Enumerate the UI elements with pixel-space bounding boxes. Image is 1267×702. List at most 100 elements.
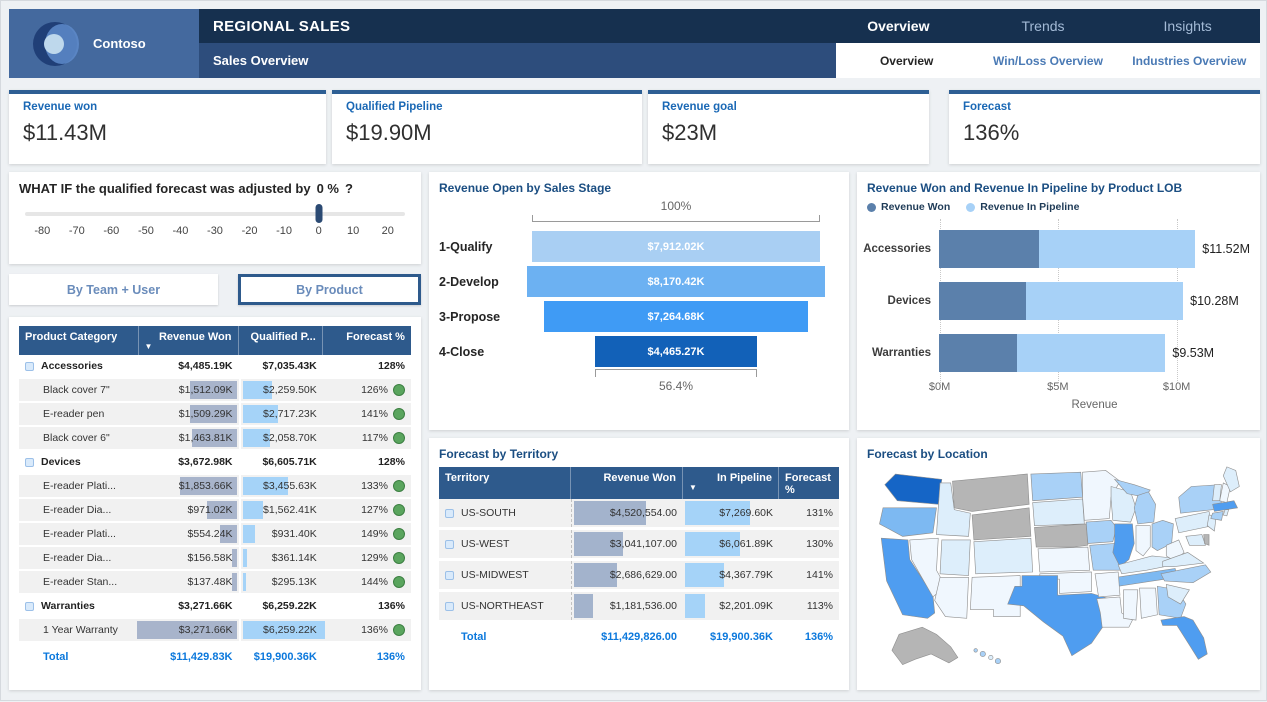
tab-overview[interactable]: Overview [867,18,930,34]
whatif-suffix: ? [345,181,353,196]
state-ak[interactable] [891,626,959,666]
status-green-icon [392,552,405,564]
state-hi[interactable] [994,658,1001,665]
table-row[interactable]: 1 Year Warranty $3,271.66K $6,259.22K 13… [19,619,411,643]
state-tx[interactable] [1007,575,1110,657]
state-mi[interactable] [1133,491,1156,525]
state-ca[interactable] [880,537,936,619]
table-row[interactable]: Accessories $4,485.19K $7,035.43K 128% [19,355,411,379]
whatif-slider[interactable] [25,204,405,223]
state-id[interactable] [936,482,971,537]
col-forecast-pct[interactable]: Forecast % [346,331,405,343]
state-ri[interactable] [1222,509,1230,517]
state-ia[interactable] [1085,520,1117,544]
state-ks[interactable] [1037,546,1091,573]
state-ms[interactable] [1123,589,1139,621]
expand-toggle-icon[interactable] [445,601,454,611]
kpi-label: Revenue won [23,101,98,113]
funnel-bottom-bracket: 56.4% [521,369,831,399]
state-in[interactable] [1135,525,1151,557]
state-nm[interactable] [969,575,1021,617]
table-row[interactable]: US-MIDWEST $2,686,629.00 $4,367.79K 141% [439,561,839,592]
expand-toggle-icon[interactable] [25,601,34,611]
state-ar[interactable] [1094,571,1121,598]
subtab-winloss-overview[interactable]: Win/Loss Overview [993,53,1103,68]
table-row[interactable]: US-SOUTH $4,520,554.00 $7,269.60K 131% [439,499,839,530]
funnel-bar[interactable]: $8,170.42K [527,266,825,297]
kpi-revenue-won: Revenue won $11.43M [9,90,326,164]
subtab-overview[interactable]: Overview [879,53,934,68]
by-product-button[interactable]: By Product [237,274,421,305]
state-wa[interactable] [884,473,943,505]
table-row[interactable]: US-NORTHEAST $1,181,536.00 $2,201.09K 11… [439,592,839,623]
col-forecast-pct[interactable]: Forecast % [785,472,831,496]
table-row[interactable]: E-reader Stan... $137.48K $295.13K 144% [19,571,411,595]
state-sc[interactable] [1165,584,1190,605]
state-az[interactable] [934,577,969,619]
state-hi[interactable] [988,654,994,661]
funnel-top-bracket: 100% [521,199,831,229]
subtab-industries-overview[interactable]: Industries Overview [1132,53,1247,68]
state-al[interactable] [1139,587,1158,619]
kpi-value: $23M [662,120,718,145]
state-mn[interactable] [1082,470,1121,521]
col-in-pipeline[interactable]: In Pipeline ▼ [683,467,779,499]
state-ct[interactable] [1210,511,1224,521]
expand-toggle-icon[interactable] [25,361,34,371]
state-co[interactable] [973,537,1033,575]
state-md[interactable] [1185,534,1206,546]
col-revenue-won[interactable]: Revenue Won ▼ [139,326,239,355]
state-la[interactable] [1096,596,1133,628]
funnel-bar[interactable]: $7,912.02K [532,231,820,262]
expand-toggle-icon[interactable] [445,539,454,549]
lob-category-labels: Accessories Devices Warranties [863,243,931,359]
table-row[interactable]: E-reader Plati... $554.24K $931.40K 149% [19,523,411,547]
expand-toggle-icon[interactable] [445,508,454,518]
table-row[interactable]: E-reader Dia... $156.58K $361.14K 129% [19,547,411,571]
col-qualified-pipeline[interactable]: Qualified P... [239,326,323,355]
col-product-category[interactable]: Product Category [19,326,139,355]
table-row[interactable]: US-WEST $3,041,107.00 $6,061.89K 130% [439,530,839,561]
top-tabs: Overview Trends Insights [826,9,1260,43]
state-nd[interactable] [1030,471,1083,502]
state-nc[interactable] [1160,564,1212,584]
state-fl[interactable] [1160,616,1208,660]
stacked-bar-warranties[interactable] [939,334,1166,372]
stacked-bar-accessories[interactable] [939,230,1196,268]
table-row[interactable]: Black cover 7" $1,512.09K $2,259.50K 126… [19,379,411,403]
view-toggle-buttons: By Team + User By Product [9,274,421,305]
by-team-user-button[interactable]: By Team + User [9,274,218,305]
state-pa[interactable] [1174,511,1213,534]
table-row[interactable]: Black cover 6" $1,463.81K $2,058.70K 117… [19,427,411,451]
state-de[interactable] [1203,534,1210,546]
whatif-slider-handle[interactable] [315,204,323,223]
state-me[interactable] [1222,466,1240,493]
table-row[interactable]: Warranties $3,271.66K $6,259.22K 136% [19,595,411,619]
state-va[interactable] [1162,552,1205,567]
stacked-bar-devices[interactable] [939,282,1184,320]
state-hi[interactable] [979,650,986,657]
expand-toggle-icon[interactable] [25,457,34,467]
table-row[interactable]: E-reader Dia... $971.02K $1,562.41K 127% [19,499,411,523]
col-territory[interactable]: Territory [439,467,571,499]
state-wy[interactable] [971,507,1032,541]
table-row[interactable]: Devices $3,672.98K $6,605.71K 128% [19,451,411,475]
state-hi[interactable] [973,648,978,653]
tab-trends[interactable]: Trends [1021,18,1065,34]
funnel-bar[interactable]: $7,264.68K [543,301,809,332]
col-revenue-won[interactable]: Revenue Won [571,467,683,499]
funnel-bar[interactable]: $4,465.27K [594,336,758,367]
kpi-value: $11.43M [23,120,107,145]
state-or[interactable] [879,507,937,537]
table-row[interactable]: E-reader Plati... $1,853.66K $3,455.63K … [19,475,411,499]
sub-tabs: Overview Win/Loss Overview Industries Ov… [836,43,1260,78]
state-mt[interactable] [952,473,1030,512]
state-sd[interactable] [1032,498,1085,527]
sort-desc-icon: ▼ [689,483,697,492]
table-row[interactable]: E-reader pen $1,509.29K $2,717.23K 141% [19,403,411,427]
expand-toggle-icon[interactable] [445,570,454,580]
bar-total-label: $10.28M [1190,294,1239,308]
state-ne[interactable] [1034,523,1089,548]
tab-insights[interactable]: Insights [1163,18,1212,34]
state-ut[interactable] [939,539,971,576]
